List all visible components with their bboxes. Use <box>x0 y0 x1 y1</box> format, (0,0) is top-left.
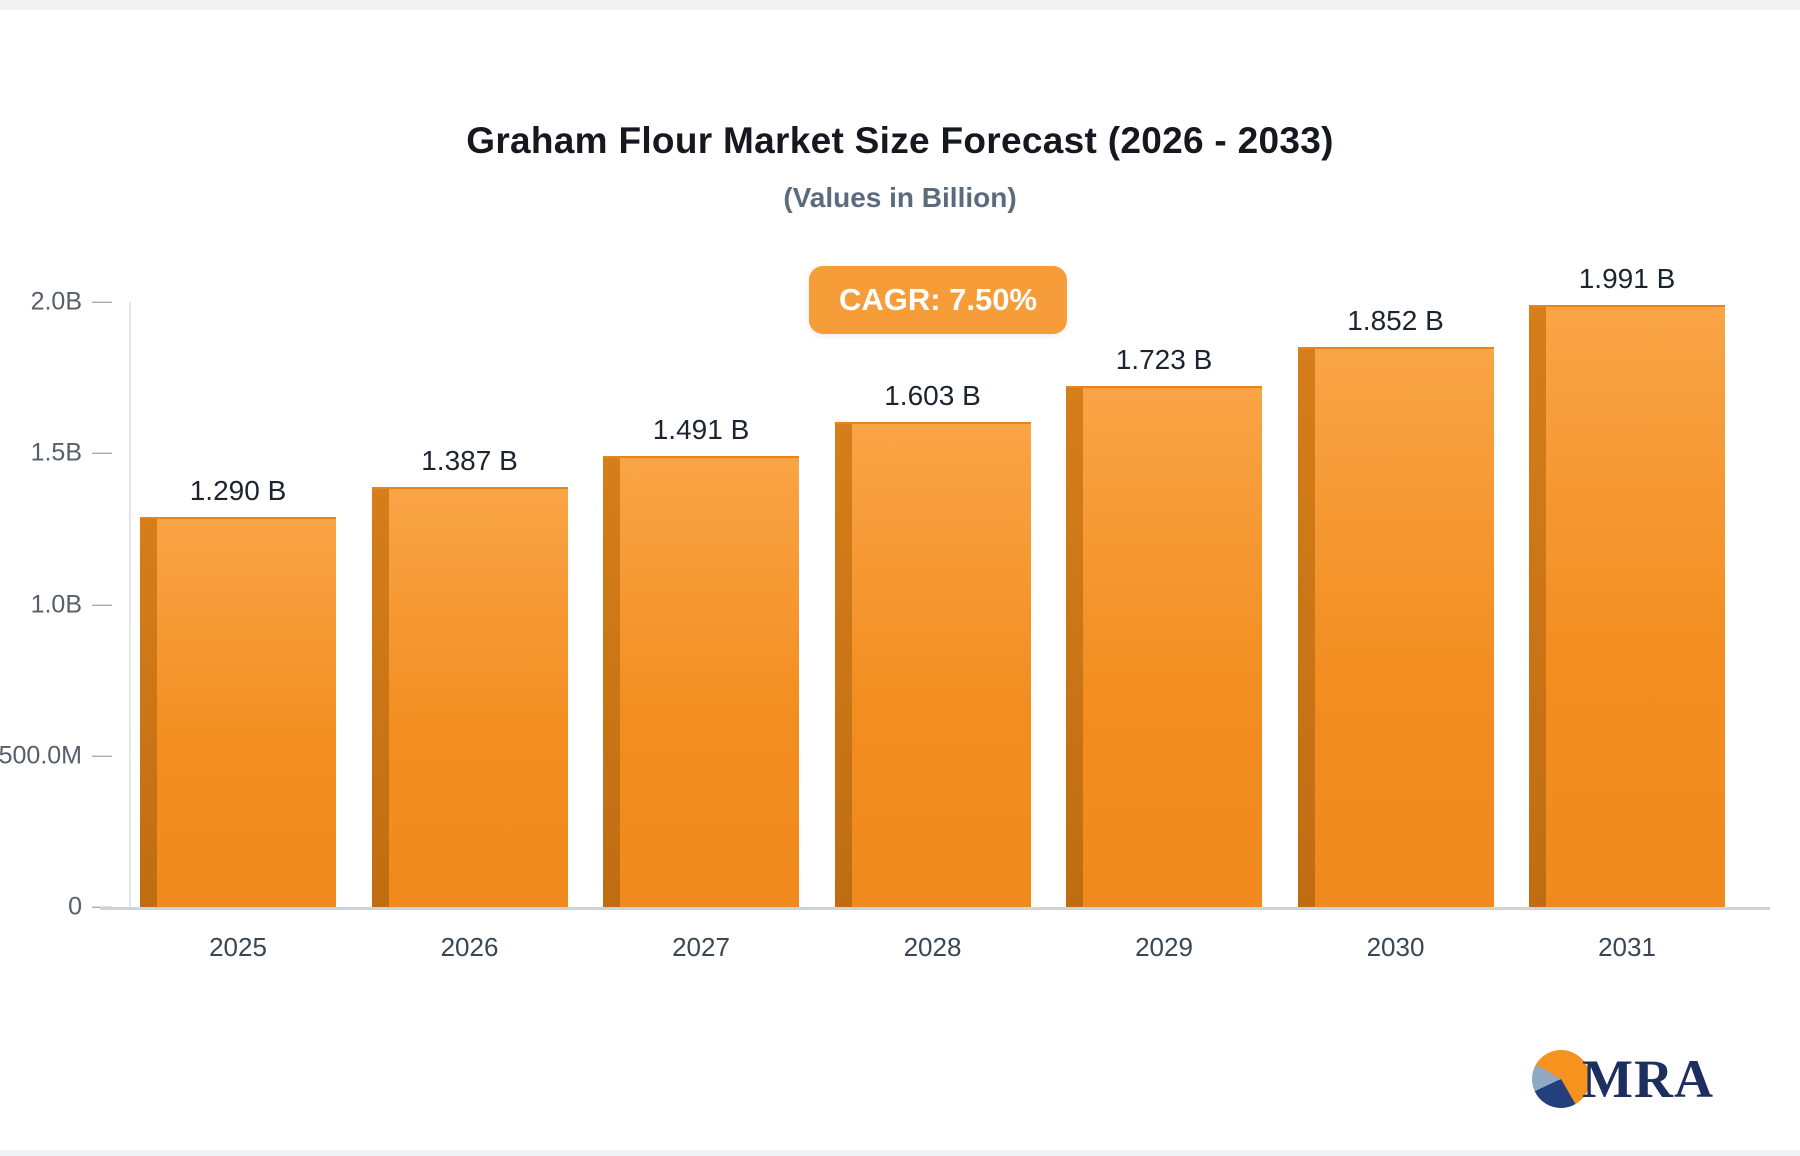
y-tick: 1.5B — <box>31 439 112 468</box>
logo-pie-icon <box>1532 1050 1591 1108</box>
y-tick-label: 500.0M <box>0 741 82 770</box>
x-axis-label: 2028 <box>903 932 962 962</box>
y-tick: 500.0M — <box>0 741 112 770</box>
bar-2026: 1.387 B <box>371 445 568 907</box>
bar-2027: 1.491 B <box>603 414 799 908</box>
chart-title: Graham Flour Market Size Forecast (2026 … <box>466 120 1334 161</box>
y-tick-label: 1.0B <box>30 590 82 618</box>
y-tick-mark: — <box>92 896 112 919</box>
bar-2025: 1.290 B <box>140 475 336 908</box>
y-tick-label: 2.0B <box>30 287 82 316</box>
y-tick-label: 0 <box>68 892 82 921</box>
y-axis-line <box>129 302 131 907</box>
y-tick: 0— <box>68 893 112 922</box>
bar-value-label: 1.991 B <box>1578 262 1676 294</box>
cagr-badge: CAGR: 7.50% <box>808 266 1068 334</box>
y-tick-mark: — <box>92 744 112 767</box>
y-tick-mark: — <box>92 441 112 464</box>
bar-value-label: 1.723 B <box>1115 343 1213 375</box>
bar-value-label: 1.290 B <box>189 474 287 506</box>
bar-2028: 1.603 B <box>834 380 1031 907</box>
x-axis-label: 2031 <box>1598 932 1656 962</box>
plot-area: 1.290 B 1.387 B 1.491 B 1.603 B 1.723 B 1.852… <box>100 263 1770 910</box>
y-axis: 2.0B—1.5B—1.0B—500.0M—0— <box>0 288 112 921</box>
x-axis-label: 2030 <box>1366 932 1425 962</box>
bar-2029: 1.723 B <box>1066 344 1262 908</box>
bar-value-label: 1.852 B <box>1347 304 1444 336</box>
x-axis-label: 2027 <box>672 932 730 962</box>
logo-text: MRA <box>1582 1049 1714 1109</box>
bar-value-label: 1.491 B <box>652 413 750 445</box>
y-tick: 1.0B — <box>31 590 112 619</box>
bar-value-label: 1.387 B <box>421 445 518 477</box>
y-tick-mark: — <box>92 290 112 313</box>
brand-logo: MRA <box>1532 1048 1714 1110</box>
bar-2030: 1.852 B <box>1297 305 1494 908</box>
y-tick-mark: — <box>92 593 112 615</box>
x-axis-label: 2026 <box>440 932 499 962</box>
x-axis-labels: 2025 2026 2027 2028 2029 2030 2031 <box>140 932 1725 963</box>
x-axis-line <box>100 907 1770 910</box>
bar-2031: 1.991 B <box>1529 263 1725 908</box>
x-axis-label: 2025 <box>209 932 267 962</box>
bar-value-label: 1.603 B <box>884 380 981 412</box>
y-tick: 2.0B — <box>31 288 112 317</box>
x-axis-label: 2029 <box>1135 932 1193 962</box>
bars-container: 1.290 B 1.387 B 1.491 B 1.603 B 1.723 B 1.852… <box>140 263 1725 908</box>
y-tick-label: 1.5B <box>30 438 82 467</box>
chart-subtitle: (Values in Billion) <box>783 182 1017 213</box>
